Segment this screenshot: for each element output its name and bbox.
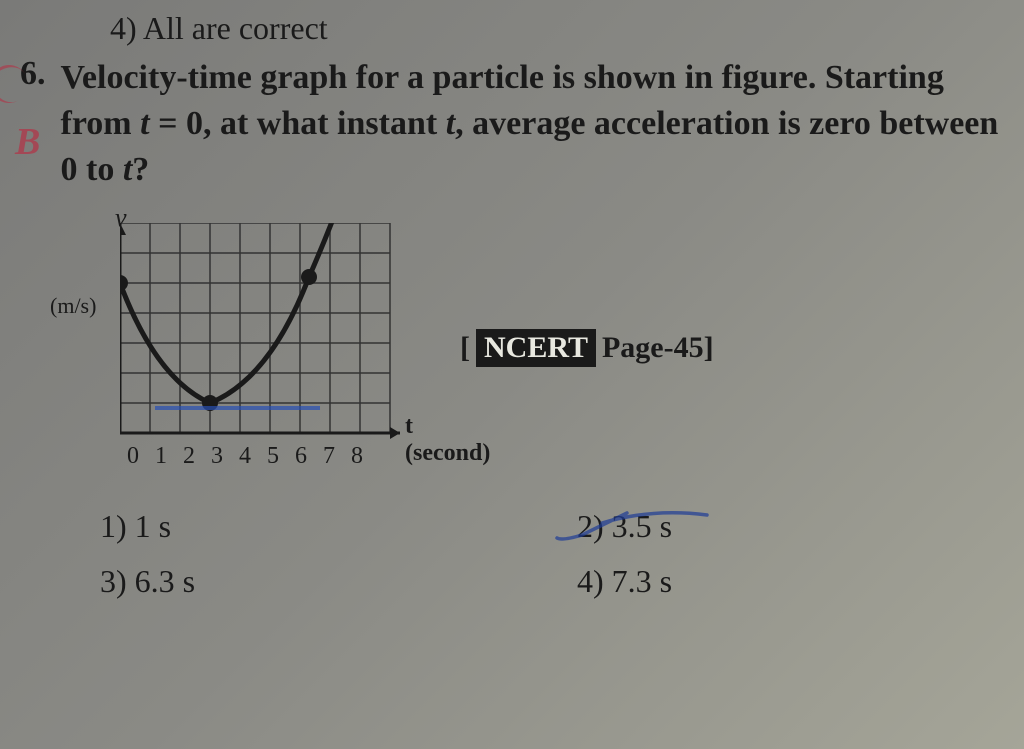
x-tick: 7: [314, 443, 344, 470]
x-tick: 1: [146, 443, 176, 470]
ncert-page: Page-45]: [602, 331, 714, 365]
q-text-p2: = 0, at what instant: [150, 105, 446, 142]
y-axis-unit: (m/s): [50, 293, 96, 319]
ncert-box: NCERT: [476, 329, 596, 367]
q-var-t3: t: [123, 151, 132, 188]
x-axis-unit: t (second): [405, 413, 490, 467]
handwritten-mark: B: [15, 120, 40, 164]
option-2-text: 2) 3.5 s: [577, 508, 672, 544]
blue-annotation-line: [155, 406, 320, 410]
q-var-t2: t: [446, 105, 455, 142]
x-axis-ticks: 012345678: [120, 443, 372, 470]
q-text-p4: ?: [132, 151, 149, 188]
question-block: 6. Velocity-time graph for a particle is…: [20, 55, 1004, 193]
ncert-reference: [ NCERT Page-45]: [460, 329, 714, 367]
option-2[interactable]: 2) 3.5 s: [577, 508, 1004, 545]
option-3[interactable]: 3) 6.3 s: [100, 563, 527, 600]
x-tick: 3: [202, 443, 232, 470]
prev-option-4: 4) All are correct: [110, 10, 1004, 47]
x-tick: 2: [174, 443, 204, 470]
x-tick: 0: [118, 443, 148, 470]
x-tick: 4: [230, 443, 260, 470]
answer-options: 1) 1 s 2) 3.5 s 3) 6.3 s 4) 7.3 s: [100, 508, 1004, 600]
velocity-time-graph: v (m/s) 012345678 t (second): [60, 208, 420, 488]
question-number: 6.: [20, 55, 46, 93]
x-tick: 5: [258, 443, 288, 470]
q-var-t1: t: [140, 105, 149, 142]
option-4[interactable]: 4) 7.3 s: [577, 563, 1004, 600]
ncert-bracket: [: [460, 331, 470, 365]
x-tick: 8: [342, 443, 372, 470]
x-tick: 6: [286, 443, 316, 470]
question-text: Velocity-time graph for a particle is sh…: [61, 55, 1005, 193]
option-1[interactable]: 1) 1 s: [100, 508, 527, 545]
graph-svg: [120, 223, 410, 453]
